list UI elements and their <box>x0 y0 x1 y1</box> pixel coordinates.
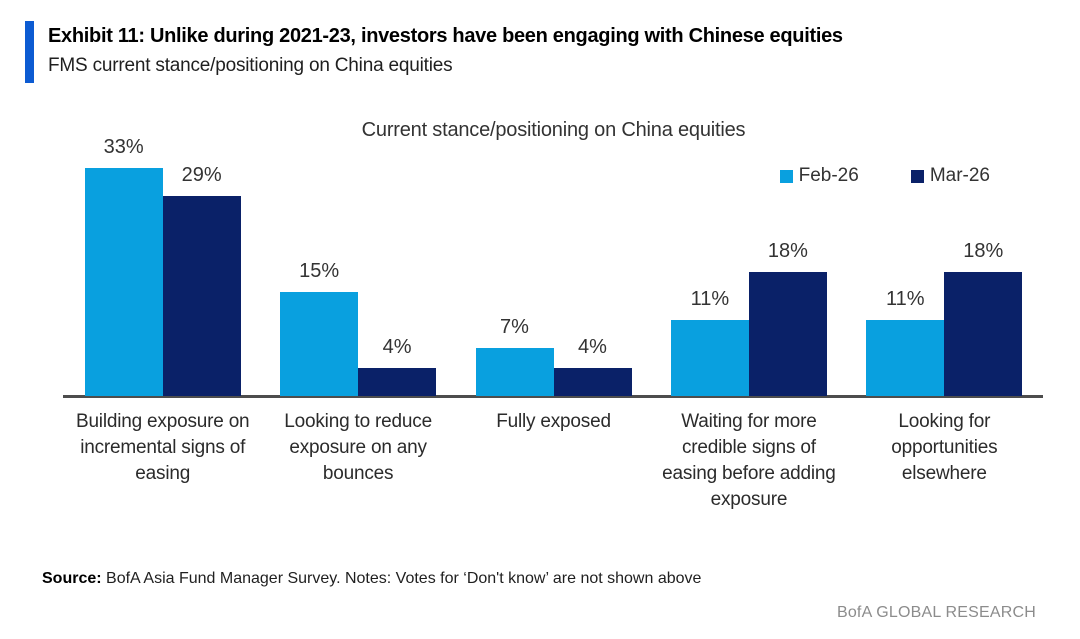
legend-item-mar-26: Mar-26 <box>910 165 990 187</box>
plot-area: 33% 15% 7% 11% 11% 29% 4% 4% 18% 18% <box>65 136 1042 396</box>
accent-bar <box>25 21 34 83</box>
legend-label: Feb-26 <box>798 165 859 186</box>
bar-value-label: 18% <box>963 239 1004 262</box>
bar-feb-26-3 <box>670 319 749 396</box>
category-label-0: Building exposure on incremental signs o… <box>75 411 250 484</box>
source-note: Source: BofA Asia Fund Manager Survey. N… <box>42 570 701 588</box>
bar-feb-26-4 <box>866 319 945 396</box>
bar-mar-26-0 <box>162 195 241 396</box>
bar-value-label: 33% <box>103 135 144 158</box>
category-label-1: Looking to reduce exposure on any bounce… <box>284 411 432 484</box>
bar-feb-26-2 <box>475 347 554 396</box>
category-label-3: Waiting for more credible signs of easin… <box>662 411 836 510</box>
bar-mar-26-3 <box>748 271 827 396</box>
bar-value-label: 11% <box>886 287 925 310</box>
bar-value-label: 11% <box>690 287 730 310</box>
bar-value-label: 7% <box>500 315 529 338</box>
bar-feb-26-1 <box>280 292 359 396</box>
category-labels: Building exposure on incremental signs o… <box>65 409 1042 513</box>
exhibit-title: Exhibit 11: Unlike during 2021-23, inves… <box>48 25 843 47</box>
chart-title: Current stance/positioning on China equi… <box>361 119 746 141</box>
bar-value-label: 15% <box>299 260 340 283</box>
legend-item-feb-26: Feb-26 <box>779 165 859 187</box>
bar-mar-26-4 <box>944 271 1023 396</box>
legend-swatch-icon <box>779 169 793 183</box>
category-label-4: Looking for opportunities elsewhere <box>891 411 998 484</box>
bar-value-label: 4% <box>578 336 607 359</box>
category-label-2: Fully exposed <box>496 411 611 432</box>
brand-line: BofA GLOBAL RESEARCH <box>836 604 1036 621</box>
source-text: BofA Asia Fund Manager Survey. Notes: Vo… <box>106 570 702 587</box>
bar-value-label: 29% <box>181 163 222 186</box>
bar-mar-26-1 <box>358 368 437 396</box>
bar-feb-26-0 <box>84 167 163 396</box>
x-axis-line <box>63 395 1043 398</box>
source-label: Source: <box>42 570 102 587</box>
exhibit-subtitle: FMS current stance/positioning on China … <box>48 55 453 76</box>
legend-label: Mar-26 <box>929 165 990 186</box>
bar-value-label: 18% <box>767 239 808 262</box>
chart-legend: Feb-26 Mar-26 <box>779 165 990 187</box>
legend-swatch-icon <box>910 169 924 183</box>
bar-value-label: 4% <box>382 336 412 359</box>
bar-mar-26-2 <box>553 368 632 396</box>
